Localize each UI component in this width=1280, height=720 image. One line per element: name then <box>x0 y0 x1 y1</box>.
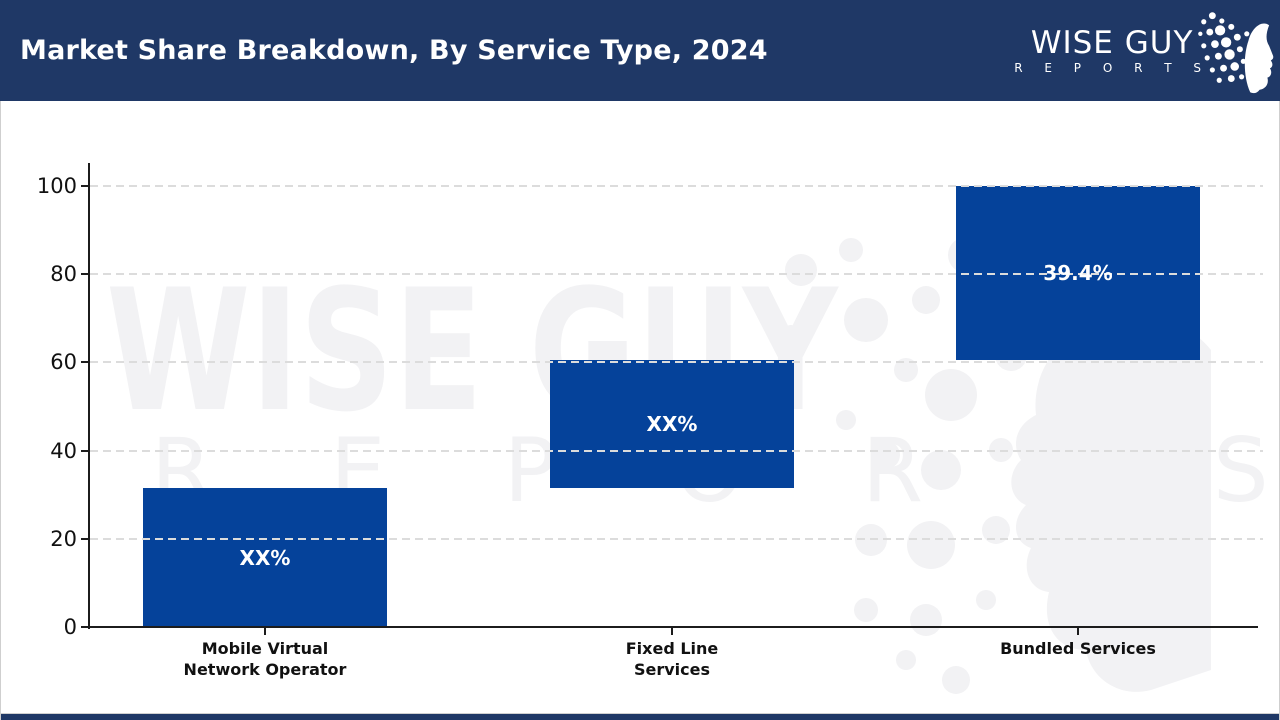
y-tick-label-20: 20 <box>50 526 77 551</box>
x-tick <box>264 627 266 635</box>
bar-value-label: XX% <box>646 411 698 436</box>
y-tick-100 <box>81 185 89 187</box>
footer-divider <box>1 713 1279 714</box>
bar-segment <box>956 186 1200 360</box>
y-tick-label-40: 40 <box>50 438 77 463</box>
y-tick-label-80: 80 <box>50 262 77 287</box>
y-tick-label-0: 0 <box>63 615 77 639</box>
category-label: Bundled Services <box>918 638 1238 659</box>
logo-subtitle: R E P O R T S <box>1014 60 1210 75</box>
chart-area: WISE GUY R E P O R T S 020406080100XX%Mo… <box>0 101 1280 720</box>
bar-segment <box>550 359 794 489</box>
footer-accent-bar <box>1 714 1279 720</box>
x-axis-line <box>88 626 1258 628</box>
bar-value-label: 39.4% <box>1043 260 1113 285</box>
bar-value-label: XX% <box>239 545 291 570</box>
logo-text: WISE GUY R E P O R T S <box>1014 27 1210 75</box>
gridline-y40 <box>90 449 1263 452</box>
gridline-y80 <box>90 273 1263 276</box>
category-label: Fixed Line Services <box>512 638 832 680</box>
y-tick-20 <box>81 537 89 540</box>
category-label-line: Bundled Services <box>1000 639 1156 658</box>
y-tick-40 <box>81 449 89 452</box>
bar-segment <box>143 488 387 627</box>
y-tick-label-100: 100 <box>36 174 77 198</box>
y-tick-label-60: 60 <box>50 350 77 375</box>
category-label-line: Mobile Virtual <box>201 639 329 658</box>
wise-guy-logo: WISE GUY R E P O R T S <box>1014 8 1274 94</box>
logo-wordmark: WISE GUY <box>1030 25 1194 62</box>
header-bar: Market Share Breakdown, By Service Type,… <box>0 0 1280 101</box>
y-axis-line <box>88 163 90 629</box>
gridline-y20 <box>90 537 1263 540</box>
category-label: Mobile Virtual Network Operator <box>105 638 425 680</box>
gridline-y100 <box>90 185 1263 187</box>
gridline-y60 <box>90 361 1263 364</box>
x-tick <box>1077 627 1079 635</box>
y-tick-80 <box>81 273 89 276</box>
logo-head-icon <box>1198 12 1274 94</box>
y-tick-60 <box>81 361 89 364</box>
x-tick <box>671 627 673 635</box>
page-title: Market Share Breakdown, By Service Type,… <box>20 35 768 66</box>
category-label-line: Services <box>633 660 711 679</box>
y-tick-0 <box>81 626 89 628</box>
category-label-line: Fixed Line <box>625 639 719 658</box>
category-label-line: Network Operator <box>183 660 347 679</box>
